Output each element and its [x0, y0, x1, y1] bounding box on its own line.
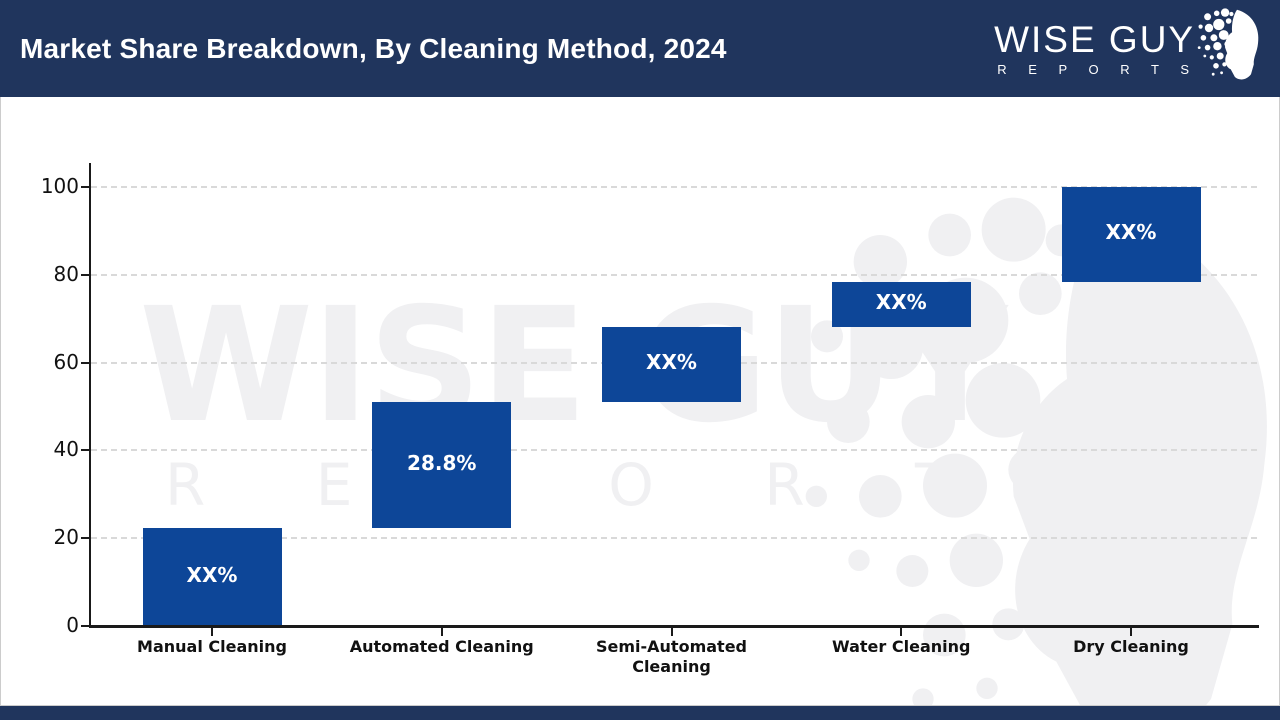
- x-category-label-3: Water Cleaning: [832, 637, 971, 656]
- x-category-label-1: Automated Cleaning: [349, 637, 534, 656]
- bar-2: [602, 326, 741, 402]
- y-tick-100: [81, 186, 89, 188]
- brand-subname: R E P O R T S: [997, 61, 1198, 77]
- brand-wordmark: WISE GUY R E P O R T S: [991, 21, 1198, 77]
- bar-0: [142, 528, 282, 626]
- x-category-label-2: Semi-Automated Cleaning: [595, 637, 747, 676]
- y-tick-label-60: 60: [53, 349, 79, 374]
- page-title: Market Share Breakdown, By Cleaning Meth…: [20, 32, 727, 64]
- x-tick-4: [1130, 628, 1132, 636]
- y-tick-label-20: 20: [53, 525, 79, 550]
- bar-value-label-4: XX%: [1105, 220, 1157, 245]
- chart-plot-area: WISE GUY R E P O R T S 0 20 40 60 80 100 XX% Ma…: [0, 97, 1280, 706]
- gridline-20: [91, 537, 1257, 540]
- y-tick-label-40: 40: [53, 437, 79, 462]
- y-tick-label-0: 0: [66, 613, 79, 637]
- header-bar: Market Share Breakdown, By Cleaning Meth…: [0, 0, 1280, 97]
- y-tick-80: [81, 273, 89, 276]
- y-tick-0: [81, 625, 89, 627]
- x-tick-2: [670, 628, 673, 636]
- bar-1: [372, 401, 512, 529]
- bar-value-label-3: XX%: [875, 290, 927, 315]
- y-tick-40: [81, 449, 89, 452]
- gridline-40: [91, 449, 1257, 452]
- bar-3: [831, 281, 971, 327]
- x-axis-line: [89, 625, 1259, 628]
- y-tick-60: [81, 361, 89, 364]
- gridline-80: [91, 273, 1257, 276]
- y-tick-20: [81, 537, 89, 540]
- bar-value-label-2: XX%: [646, 350, 697, 375]
- bar-value-label-0: XX%: [186, 563, 238, 588]
- dotted-head-logo-icon: [1197, 7, 1259, 79]
- watermark-dotted-head-icon: [805, 197, 1267, 705]
- x-tick-0: [211, 628, 213, 636]
- y-tick-label-80: 80: [53, 261, 79, 286]
- bar-value-label-1: 28.8%: [407, 450, 477, 475]
- bar-4: [1061, 187, 1201, 282]
- brand-name: WISE GUY: [994, 18, 1196, 60]
- footer-bar: [0, 706, 1280, 720]
- x-tick-1: [440, 628, 443, 636]
- x-tick-3: [900, 628, 903, 636]
- x-category-label-0: Manual Cleaning: [137, 637, 287, 656]
- brand-logo: WISE GUY R E P O R T S: [991, 7, 1266, 91]
- y-tick-label-100: 100: [40, 174, 79, 198]
- gridline-100: [91, 186, 1257, 188]
- x-category-label-4: Dry Cleaning: [1073, 637, 1189, 656]
- y-axis-line: [89, 163, 91, 628]
